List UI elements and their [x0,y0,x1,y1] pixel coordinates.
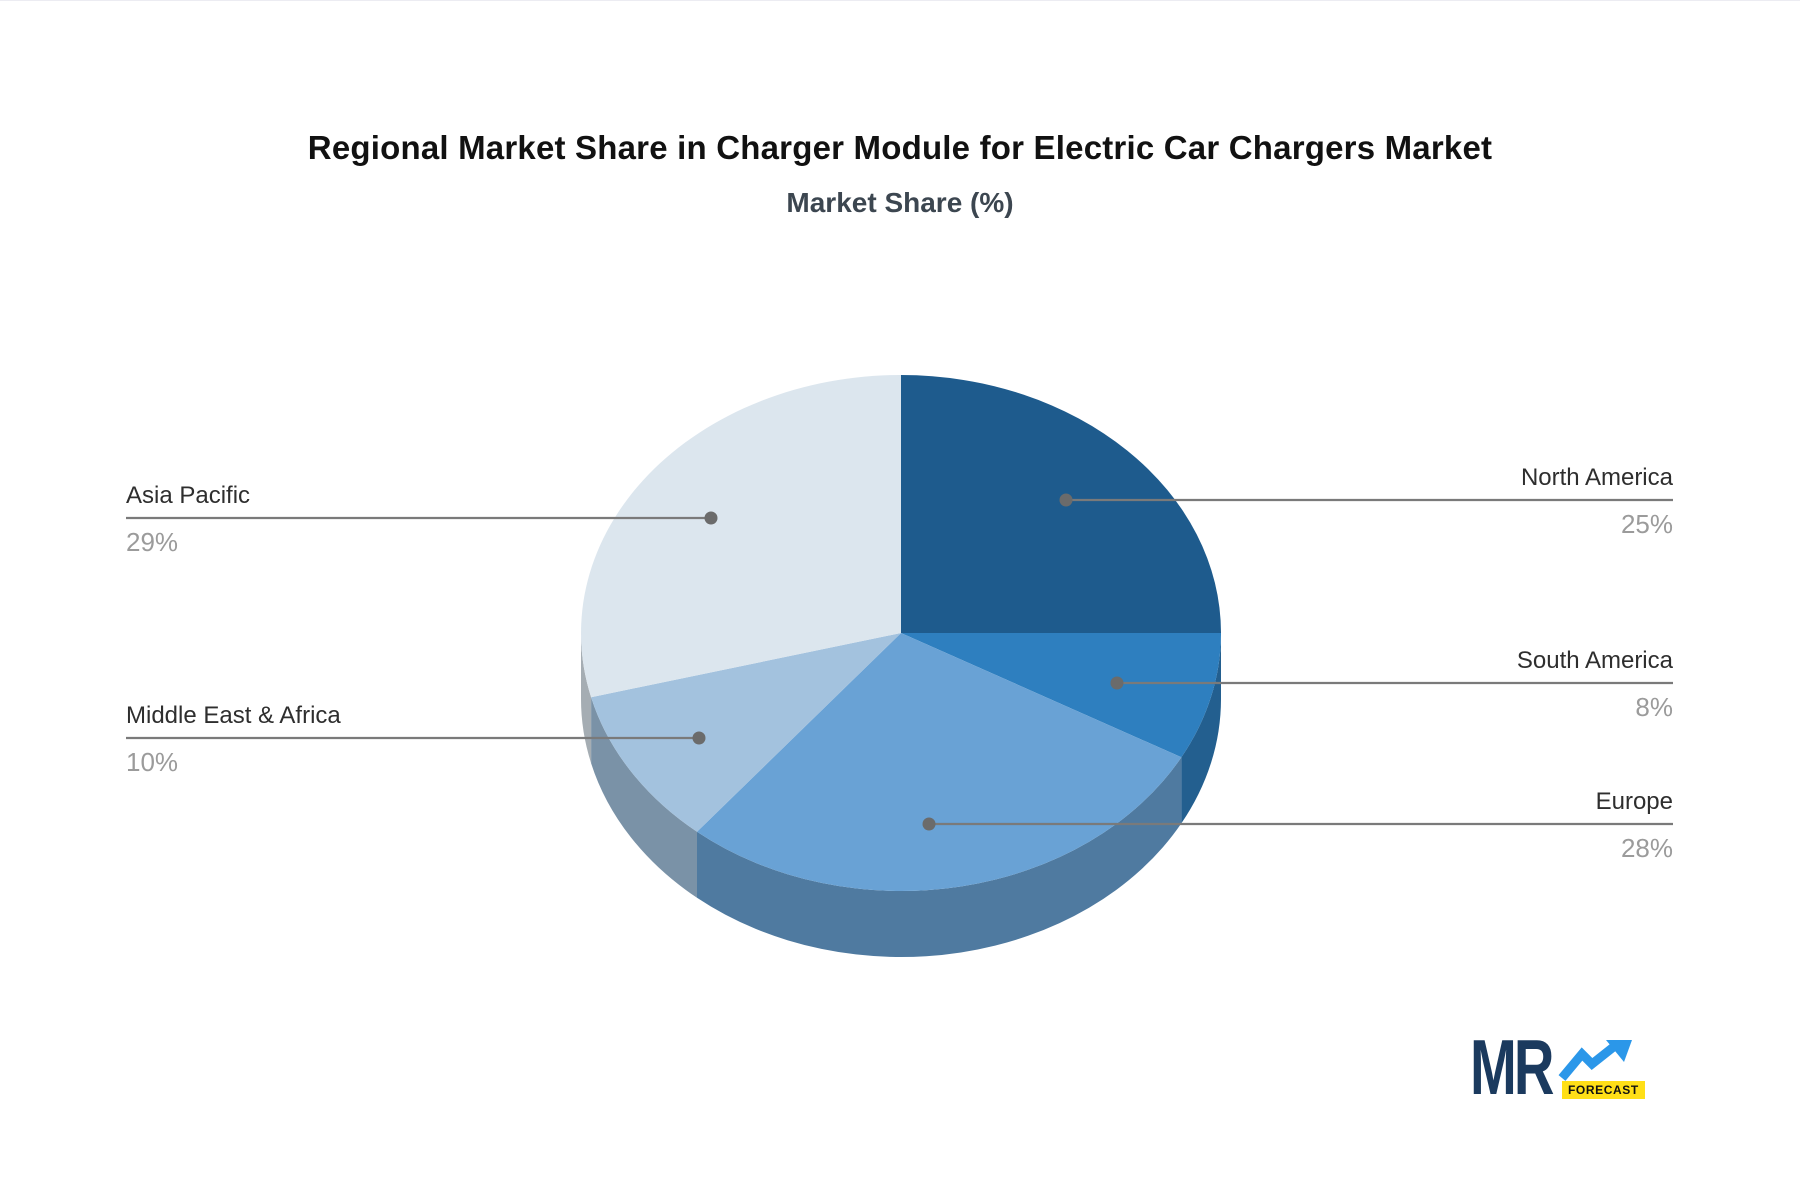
label-south-america: South America [1516,647,1673,674]
logo-forecast-badge: FORECAST [1562,1081,1645,1099]
value-europe: 28% [1620,833,1673,863]
pie-slice-middle-east-africa[interactable] [591,633,901,832]
pie-slice-side-middle-east-africa [591,697,697,898]
label-asia-pacific: Asia Pacific [126,482,251,509]
leader-dot-asia-pacific [704,511,718,525]
value-north-america: 25% [1620,509,1673,539]
pie-slice-side-europe [697,757,1182,958]
value-south-america: 8% [1635,692,1673,722]
pie-slice-side-asia-pacific [581,633,592,764]
leader-dot-europe [922,817,936,831]
leader-dot-middle-east-africa [692,731,706,745]
pie-slice-south-america[interactable] [901,633,1221,758]
pie-slice-europe[interactable] [697,633,1182,892]
trend-arrow-icon [1558,1040,1632,1081]
chart-title: Regional Market Share in Charger Module … [307,129,1493,166]
chart-subtitle: Market Share (%) [786,187,1014,218]
leader-dot-south-america [1110,676,1124,690]
value-asia-pacific: 29% [126,527,179,557]
leader-dot-north-america [1059,493,1073,507]
logo-mr-text: MR [1470,1023,1554,1111]
value-middle-east-africa: 10% [126,747,179,777]
pie-slice-asia-pacific[interactable] [581,375,901,698]
label-europe: Europe [1595,788,1673,815]
pie-slice-side-south-america [1181,633,1221,824]
mr-forecast-logo: MR FORECAST [1470,1023,1700,1111]
label-north-america: North America [1520,464,1673,491]
label-middle-east-africa: Middle East & Africa [126,702,341,729]
